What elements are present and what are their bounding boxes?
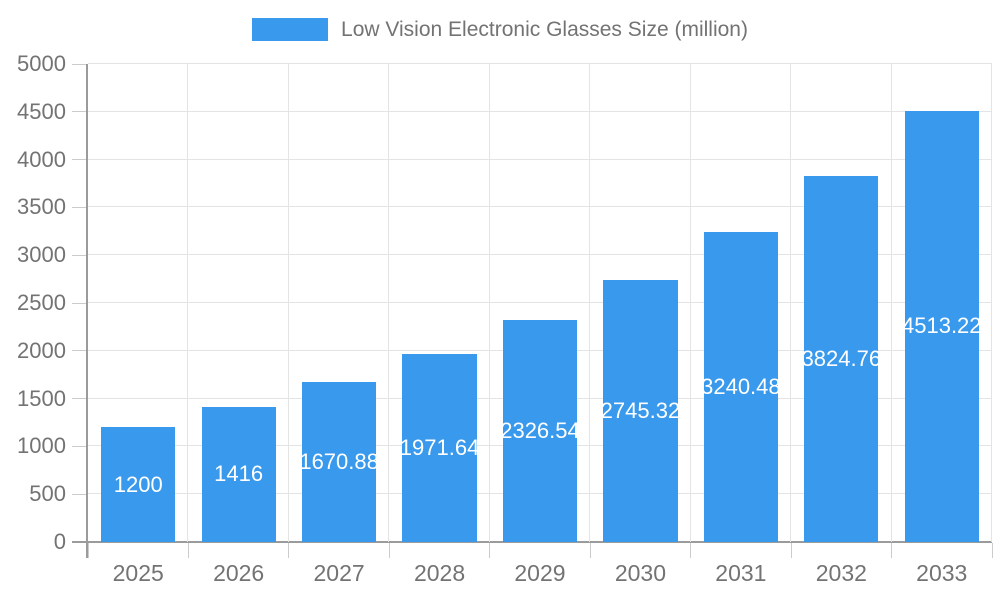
bar[interactable]: 3824.76 [802,176,881,542]
x-axis-tick [991,543,993,558]
x-tick-label: 2027 [313,560,365,586]
legend: Low Vision Electronic Glasses Size (mill… [0,18,1000,41]
bar-slot: 1416 [188,64,288,542]
bar-value-label: 1200 [113,471,163,497]
bar-value-label: 3824.76 [801,346,882,372]
bar-slot: 1670.88 [289,64,389,542]
y-tick-label: 500 [29,481,66,507]
y-tick-label: 2500 [17,290,66,315]
bar[interactable]: 1670.88 [299,382,379,542]
bar[interactable]: 2326.54 [500,319,580,542]
x-axis-tick [489,543,491,558]
gridline-horizontal [88,254,992,256]
x-tick-label: 2031 [715,560,767,586]
legend-swatch [252,18,329,41]
x-tick-label: 2028 [413,560,466,586]
bar[interactable]: 2745.32 [601,279,680,542]
bar-slot: 1971.64 [389,64,489,542]
bar[interactable]: 1416 [201,406,276,542]
x-tick-label: 2030 [614,560,667,586]
y-axis-tick [72,398,87,400]
x-axis-tick [690,543,692,558]
legend-item[interactable]: Low Vision Electronic Glasses Size (mill… [252,18,748,41]
y-axis-tick [72,111,87,113]
bar-value-label: 3240.48 [701,374,781,400]
y-axis-tick [72,159,87,161]
y-tick-label: 1500 [17,385,66,411]
x-axis-tick [87,543,89,558]
gridline-vertical [488,64,490,542]
y-axis-tick [72,206,87,208]
y-tick-label: 3500 [17,194,66,220]
y-tick-label: 0 [53,529,66,554]
gridline-horizontal [88,302,992,303]
x-tick-label: 2025 [112,560,164,586]
bar-value-label: 1416 [214,461,264,487]
gridline-vertical [589,64,591,542]
bar-value-label: 2745.32 [600,397,681,423]
bar-value-label: 4513.22 [902,313,982,339]
y-axis-line [86,64,88,558]
y-axis-labels: 0 500 1000 1500 2000 2500 3000 3500 4000 4500 5000 [0,51,66,554]
y-axis-tick [72,63,87,65]
x-axis-tick [187,543,189,558]
gridline-vertical [187,64,189,542]
gridline-vertical [388,64,390,542]
bar[interactable]: 1971.64 [400,353,479,542]
x-tick-label: 2026 [213,560,265,586]
y-axis-tick [72,302,87,304]
y-tick-label: 3000 [17,242,66,268]
plot-area: 1200 1416 1670.88 1971.64 2326.54 2745.32 3240… [88,63,992,542]
y-axis-tick [72,445,87,447]
bar[interactable]: 3240.48 [701,232,781,542]
gridline-horizontal [88,158,992,160]
gridline-vertical [991,64,992,542]
bar-slot: 3824.76 [791,64,891,542]
bar-value-label: 1971.64 [399,434,480,460]
x-tick-label: 2029 [514,560,566,586]
legend-label: Low Vision Electronic Glasses Size (mill… [341,18,748,41]
y-axis-tick [72,254,87,256]
bar[interactable]: 4513.22 [902,110,982,542]
bar-value-label: 1670.88 [299,449,379,475]
gridline-vertical [689,64,691,542]
x-tick-label: 2032 [815,560,867,586]
x-axis-line [72,541,992,543]
x-axis-tick [790,543,792,558]
bar-slot: 1200 [88,64,188,542]
x-axis-tick [388,543,390,558]
bar-value-label: 2326.54 [500,417,580,443]
y-tick-label: 4500 [17,98,66,124]
y-tick-label: 1000 [17,433,66,459]
x-axis-tick [589,543,591,558]
bar[interactable]: 1200 [101,427,176,542]
x-axis-tick [288,543,290,558]
x-tick-label: 2033 [916,560,968,586]
gridline-horizontal [88,63,992,64]
gridline-vertical [890,64,892,542]
y-axis-tick [72,350,87,352]
x-axis-tick [891,543,893,558]
gridline-vertical [287,64,289,542]
gridline-horizontal [88,206,992,208]
bar-slot: 4513.22 [892,64,992,542]
bar-slot: 2745.32 [590,64,690,542]
bar-slot: 2326.54 [490,64,590,542]
y-tick-label: 2000 [17,337,66,363]
y-axis-tick [72,493,87,495]
gridline-horizontal [88,110,992,112]
bar-series: 1200 1416 1670.88 1971.64 2326.54 2745.32 3240… [88,64,992,542]
gridline-vertical [790,64,792,542]
y-tick-label: 5000 [17,51,66,76]
bar-slot: 3240.48 [691,64,791,542]
y-tick-label: 4000 [17,146,66,172]
